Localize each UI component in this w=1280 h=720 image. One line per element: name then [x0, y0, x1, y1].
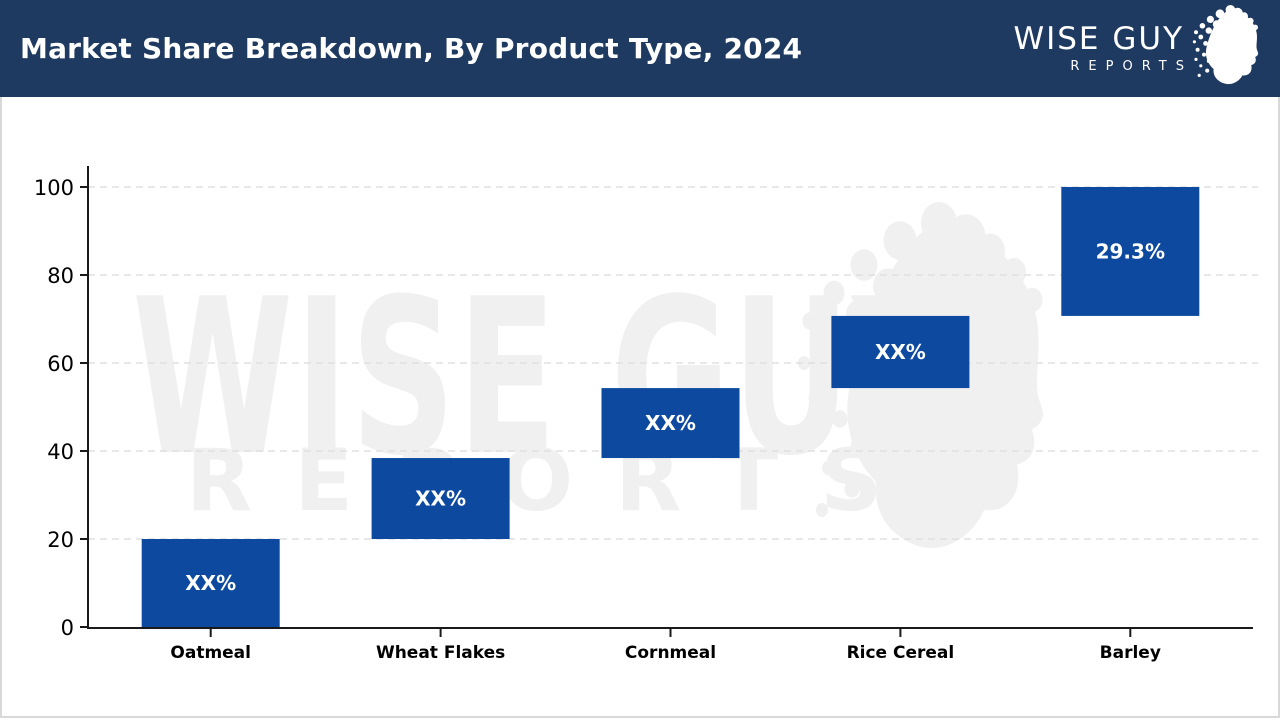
brand-logo: WISE GUY REPORTS: [1013, 4, 1280, 93]
bar-value-label: XX%: [645, 411, 696, 435]
y-tick-label: 60: [47, 352, 74, 376]
bar-value-label: XX%: [875, 340, 926, 364]
x-category-label: Cornmeal: [625, 643, 716, 663]
x-category-label: Wheat Flakes: [376, 643, 505, 663]
bar-wheat-flakes: [371, 458, 510, 539]
bar-oatmeal: [141, 539, 280, 627]
watermark-wordmark: WISE GUY: [132, 252, 960, 503]
bar-rice-cereal: [831, 315, 970, 389]
x-category-label: Barley: [1100, 643, 1161, 663]
bar-value-label: XX%: [185, 571, 236, 595]
bar-cornmeal: [601, 388, 740, 459]
frame-left-border: [0, 97, 2, 718]
bar-value-label: XX%: [415, 487, 466, 511]
logo-subtext: REPORTS: [1070, 58, 1193, 74]
frame-bottom-border: [0, 716, 1280, 718]
logo-wordmark: WISE GUY: [1013, 20, 1184, 57]
page-title: Market Share Breakdown, By Product Type,…: [20, 32, 803, 65]
y-tick-label: 40: [47, 440, 74, 464]
y-tick-label: 20: [47, 528, 74, 552]
x-category-label: Oatmeal: [170, 643, 251, 663]
bar-value-label: 29.3%: [1096, 239, 1165, 263]
bar-barley: [1061, 187, 1200, 316]
x-category-label: Rice Cereal: [847, 643, 955, 663]
frame-right-border: [1278, 97, 1280, 718]
header-bar: Market Share Breakdown, By Product Type,…: [0, 0, 1280, 97]
y-tick-label: 100: [34, 176, 74, 200]
watermark-subtext: REPORTS: [186, 431, 925, 531]
y-tick-label: 80: [47, 264, 74, 288]
y-tick-label: 0: [61, 616, 74, 640]
logo-face-icon: [1192, 4, 1259, 84]
